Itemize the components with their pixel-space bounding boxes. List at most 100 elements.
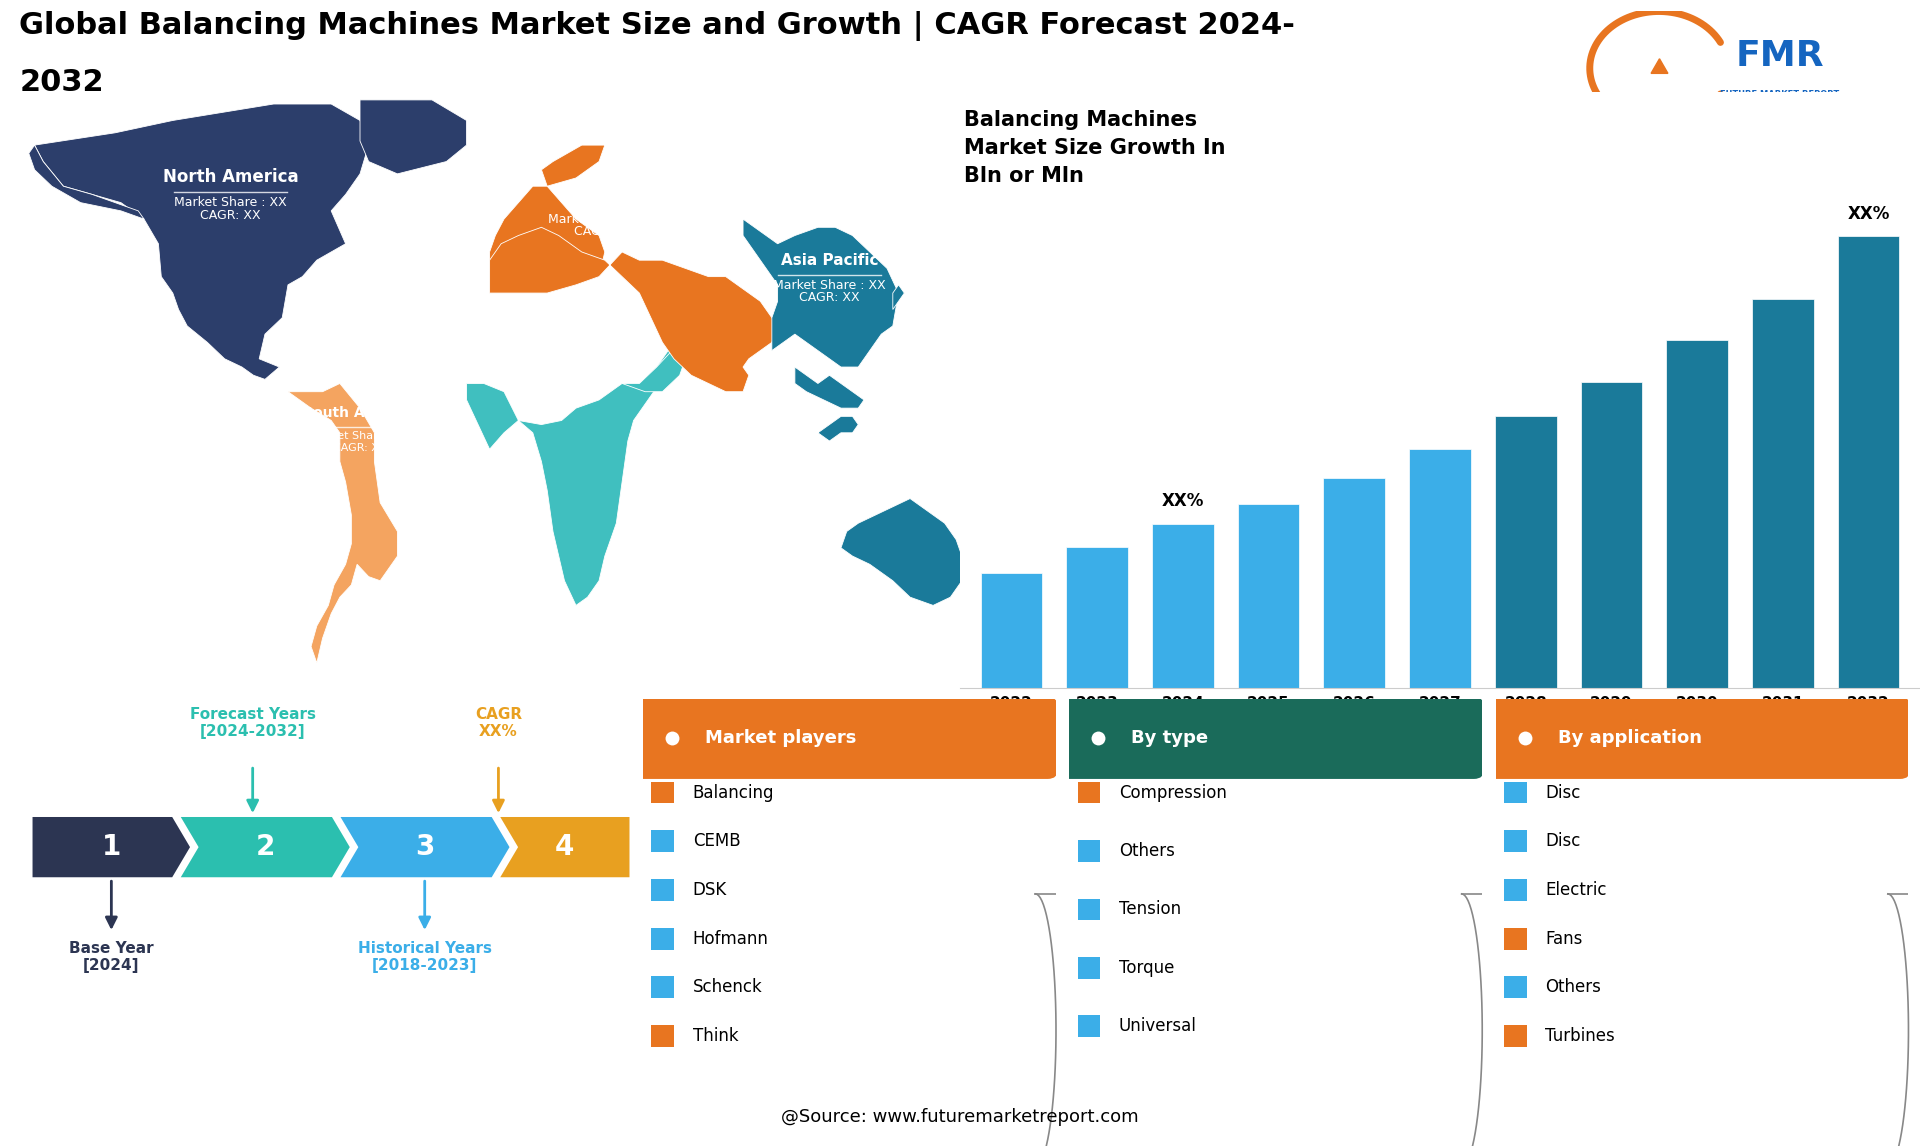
FancyBboxPatch shape [1503,976,1526,998]
Bar [1580,382,1642,688]
Text: Hofmann: Hofmann [693,929,768,948]
Text: Base Year
[2024]: Base Year [2024] [69,941,154,973]
FancyBboxPatch shape [1503,879,1526,901]
Text: Torque: Torque [1119,959,1175,976]
Polygon shape [338,816,511,878]
FancyBboxPatch shape [651,831,674,853]
Text: Market Share : XX: Market Share : XX [515,361,626,374]
Polygon shape [541,146,605,186]
Text: Europe: Europe [572,185,637,203]
Text: Schenck: Schenck [693,979,762,996]
FancyBboxPatch shape [651,1026,674,1047]
Polygon shape [361,100,467,174]
Bar [1409,449,1471,688]
Text: CAGR: XX: CAGR: XX [200,209,261,222]
Text: Historical Years
[2018-2023]: Historical Years [2018-2023] [357,941,492,973]
Text: XX%: XX% [1847,205,1889,222]
Text: Market Share : XX: Market Share : XX [549,213,660,226]
Text: Asia Pacific: Asia Pacific [781,253,877,268]
Bar [1238,503,1300,688]
Polygon shape [622,343,685,392]
Text: Fans: Fans [1546,929,1582,948]
Bar [981,573,1043,688]
FancyBboxPatch shape [651,782,674,803]
Text: CAGR: XX: CAGR: XX [799,291,860,304]
Text: Forecast Years
[2024-2032]: Forecast Years [2024-2032] [190,707,315,739]
Text: CAGR: XX: CAGR: XX [334,444,386,453]
Polygon shape [499,816,630,878]
FancyBboxPatch shape [1503,831,1526,853]
Text: Market Share : XX: Market Share : XX [309,431,411,441]
Text: @Source: www.futuremarketreport.com: @Source: www.futuremarketreport.com [781,1108,1139,1127]
Text: Disc: Disc [1546,832,1580,850]
Text: CAGR
XX%: CAGR XX% [474,707,522,739]
FancyBboxPatch shape [651,976,674,998]
Text: 2032: 2032 [19,69,104,97]
Text: Others: Others [1546,979,1601,996]
Text: North America: North America [163,168,298,186]
Text: 2: 2 [255,833,275,861]
FancyBboxPatch shape [1077,1015,1100,1037]
Polygon shape [35,104,369,379]
Polygon shape [795,367,864,408]
Bar [1667,339,1728,688]
FancyBboxPatch shape [1503,1026,1526,1047]
Bar [1837,236,1899,688]
Text: Tension: Tension [1119,901,1181,918]
FancyBboxPatch shape [1077,957,1100,979]
FancyBboxPatch shape [651,928,674,950]
Text: 1: 1 [102,833,121,861]
Text: By type: By type [1131,729,1208,747]
Polygon shape [490,186,605,293]
Polygon shape [893,285,904,309]
Text: Market Share : XX: Market Share : XX [774,278,885,292]
Text: Market players: Market players [705,729,856,747]
Polygon shape [467,343,680,605]
FancyBboxPatch shape [651,879,674,901]
Text: Balancing: Balancing [693,784,774,801]
Text: CAGR: XX: CAGR: XX [540,374,601,386]
Text: Turbines: Turbines [1546,1027,1615,1045]
Polygon shape [841,499,962,605]
Text: Universal: Universal [1119,1018,1196,1035]
Polygon shape [288,384,397,662]
Text: Think: Think [693,1027,739,1045]
Text: 4: 4 [555,833,574,861]
Text: FMR: FMR [1736,39,1824,73]
FancyBboxPatch shape [634,697,1058,779]
Text: Others: Others [1119,842,1175,860]
Text: Disc: Disc [1546,784,1580,801]
FancyBboxPatch shape [1503,928,1526,950]
Polygon shape [806,416,858,441]
Polygon shape [490,227,778,392]
Text: Electric: Electric [1546,881,1607,898]
FancyBboxPatch shape [1077,782,1100,803]
Text: CAGR: XX: CAGR: XX [574,226,636,238]
Text: 3: 3 [415,833,434,861]
Polygon shape [29,146,144,219]
FancyBboxPatch shape [1077,898,1100,920]
FancyBboxPatch shape [1486,697,1910,779]
Text: CEMB: CEMB [693,832,741,850]
Bar [1751,299,1814,688]
FancyBboxPatch shape [1060,697,1484,779]
Bar [1152,524,1213,688]
FancyBboxPatch shape [1503,782,1526,803]
Text: DSK: DSK [693,881,728,898]
Text: XX%: XX% [1162,492,1204,510]
Bar [1323,478,1384,688]
Text: By application: By application [1557,729,1701,747]
Polygon shape [743,219,899,367]
Text: FUTURE MARKET REPORT: FUTURE MARKET REPORT [1720,89,1839,99]
Bar [1066,547,1129,688]
Text: Global Balancing Machines Market Size and Growth | CAGR Forecast 2024-: Global Balancing Machines Market Size an… [19,11,1296,41]
Bar [1496,416,1557,688]
Polygon shape [31,816,192,878]
Text: Market Share : XX: Market Share : XX [175,196,286,210]
Text: Balancing Machines
Market Size Growth In
Bln or Mln: Balancing Machines Market Size Growth In… [964,110,1225,186]
Polygon shape [179,816,351,878]
Text: South America: South America [303,407,417,421]
FancyBboxPatch shape [1077,840,1100,862]
Text: Compression: Compression [1119,784,1227,801]
Text: MEA: MEA [549,332,591,351]
